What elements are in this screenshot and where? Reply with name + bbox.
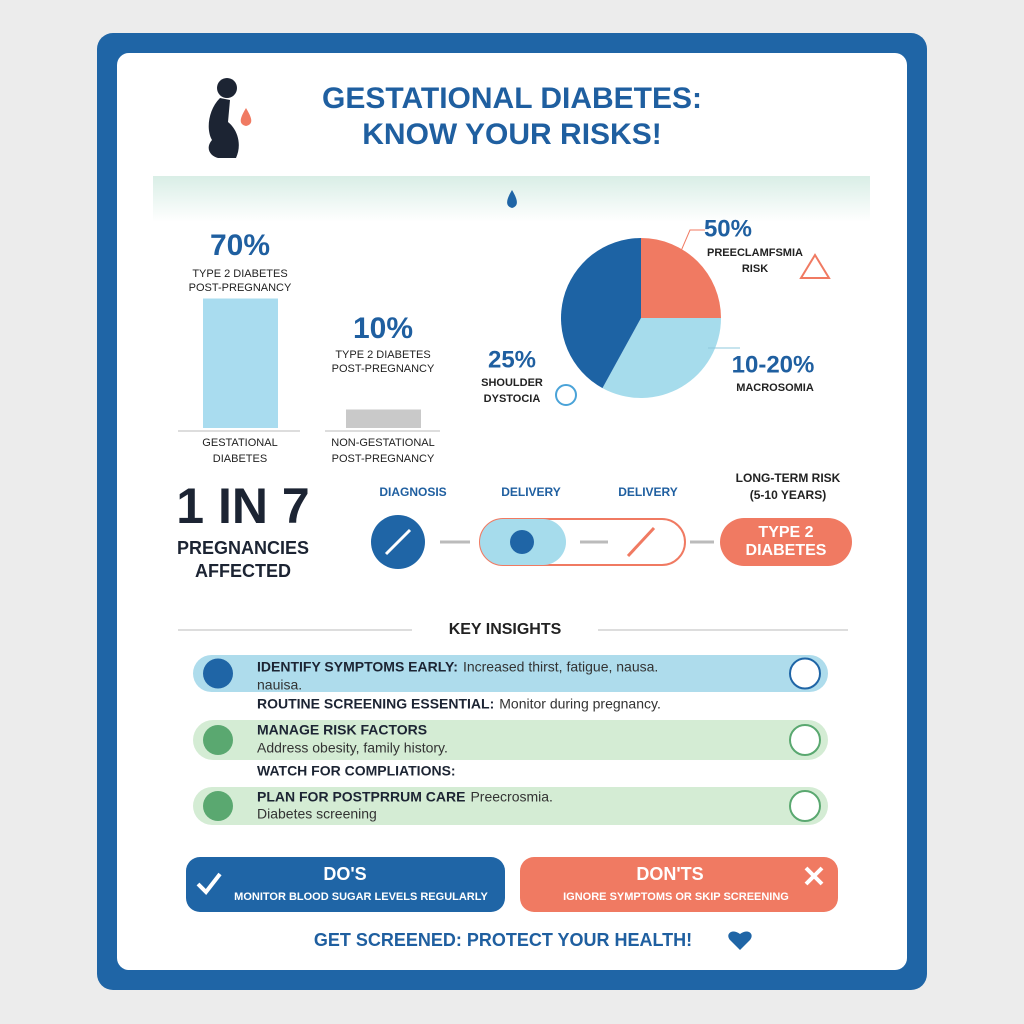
- insight-bold: PLAN FOR POSTPRRUM CARE: [257, 789, 465, 805]
- insight-text: Address obesity, family history.: [257, 740, 448, 756]
- caption: TYPE 2 DIABETES: [192, 268, 287, 280]
- dos-box: [186, 857, 505, 912]
- syringe: [626, 526, 656, 558]
- step-label: DIAGNOSIS: [379, 485, 446, 499]
- timeline-icon: [510, 530, 534, 554]
- step-label: LONG-TERM RISK: [736, 471, 841, 485]
- donts-title: DON'TS: [636, 864, 703, 884]
- annotation-value: 10-20%: [732, 351, 815, 378]
- annotation-text: MACROSOMIA: [736, 382, 814, 394]
- bar: [346, 409, 421, 428]
- leader: [674, 229, 705, 266]
- insight-bold: ROUTINE SCREENING ESSENTIAL:: [257, 696, 494, 712]
- annotation-value: 25%: [488, 346, 536, 373]
- warning-icon: [799, 253, 831, 279]
- cross-icon: [804, 866, 824, 886]
- annotation-text: SHOULDER: [481, 377, 543, 389]
- title: GESTATIONAL DIABETES:: [322, 82, 702, 115]
- caption: TYPE 2 DIABETES: [335, 349, 430, 361]
- dos-text: MONITOR BLOOD SUGAR LEVELS REGULARLY: [234, 891, 488, 903]
- annotation-value: 50%: [704, 215, 752, 242]
- check-icon: [196, 872, 222, 896]
- stat-text: PREGNANCIES: [177, 538, 309, 558]
- insight-icon: [203, 791, 233, 821]
- step-label: DELIVERY: [501, 485, 561, 499]
- insight-text: Diabetes screening: [257, 806, 377, 822]
- insight-band: [193, 655, 828, 692]
- category-label: DIABETES: [213, 453, 267, 465]
- insight-bold: IDENTIFY SYMPTOMS EARLY:: [257, 659, 458, 675]
- insight-icon: [789, 657, 821, 690]
- final-pill: [720, 518, 852, 566]
- section-title: KEY INSIGHTS: [449, 621, 562, 638]
- insight-bold: WATCH FOR COMPLIATIONS:: [257, 763, 456, 779]
- step-label: (5-10 YEARS): [750, 488, 826, 502]
- insight-icon: [203, 658, 233, 689]
- category-label: GESTATIONAL: [202, 437, 277, 449]
- stat-text: AFFECTED: [195, 561, 291, 581]
- insight-band: [193, 787, 828, 825]
- caption: POST-PREGNANCY: [332, 363, 435, 375]
- footer: GET SCREENED: PROTECT YOUR HEALTH!: [314, 930, 692, 950]
- category-label: POST-PREGNANCY: [332, 453, 435, 465]
- baby-icon: [555, 384, 577, 406]
- annotation-text: DYSTOCIA: [484, 393, 541, 405]
- insight-icon: [789, 724, 821, 756]
- caption: POST-PREGNANCY: [189, 282, 292, 294]
- step-label: DELIVERY: [618, 485, 678, 499]
- insight-text: nauisa.: [257, 677, 302, 693]
- pie-slice: [561, 238, 641, 389]
- pie-slice: [602, 318, 721, 398]
- final-text: DIABETES: [746, 542, 827, 559]
- title: KNOW YOUR RISKS!: [362, 118, 661, 151]
- insight-band: [193, 720, 828, 760]
- value-label: 70%: [210, 229, 270, 262]
- insight-bold: MANAGE RISK FACTORS: [257, 722, 427, 738]
- final-text: TYPE 2: [758, 524, 813, 541]
- syringe: [384, 528, 412, 556]
- bar: [203, 298, 278, 428]
- donts-text: IGNORE SYMPTOMS OR SKIP SCREENING: [563, 891, 789, 903]
- drop-icon: [240, 108, 252, 126]
- pregnant-icon: [208, 78, 239, 158]
- dos-title: DO'S: [323, 864, 366, 884]
- pie-slice: [641, 238, 721, 318]
- insight-icon: [789, 790, 821, 822]
- drop-icon: [507, 190, 517, 208]
- category-label: NON-GESTATIONAL: [331, 437, 435, 449]
- insight-text: Preecrosmia.: [470, 789, 552, 805]
- stat-big: 1 IN 7: [176, 478, 309, 534]
- heart-icon: [728, 931, 752, 950]
- insight-icon: [203, 725, 233, 755]
- donts-box: [520, 857, 838, 912]
- insight-text: Monitor during pregnancy.: [499, 696, 661, 712]
- value-label: 10%: [353, 312, 413, 345]
- annotation-text: PREECLAMFSMIA: [707, 247, 803, 259]
- annotation-text: RISK: [742, 263, 768, 275]
- insight-text: Increased thirst, fatigue, nausa.: [463, 659, 658, 675]
